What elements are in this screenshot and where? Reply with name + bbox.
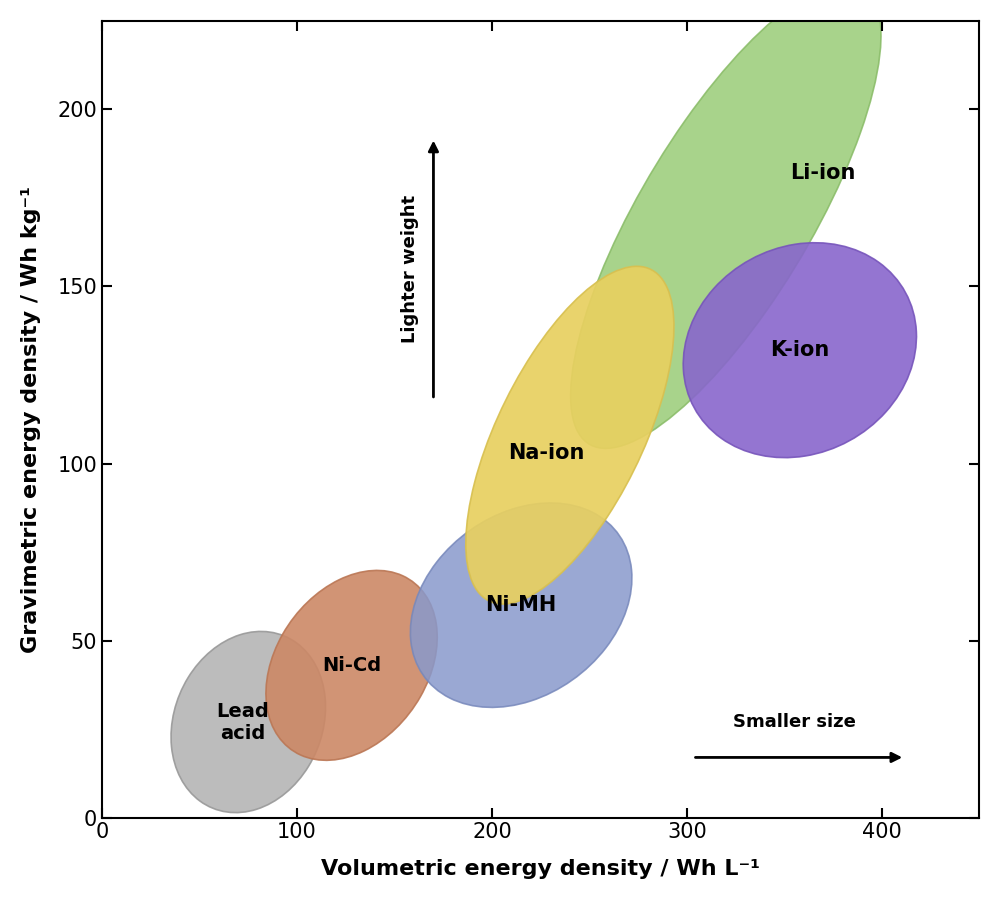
Text: Smaller size: Smaller size: [733, 713, 855, 731]
X-axis label: Volumetric energy density / Wh L⁻¹: Volumetric energy density / Wh L⁻¹: [321, 860, 760, 879]
Text: Ni-Cd: Ni-Cd: [322, 656, 381, 675]
Text: Ni-MH: Ni-MH: [486, 595, 557, 616]
Ellipse shape: [683, 243, 916, 457]
Text: Lighter weight: Lighter weight: [401, 194, 419, 343]
Ellipse shape: [466, 266, 674, 604]
Text: Li-ion: Li-ion: [791, 163, 856, 183]
Y-axis label: Gravimetric energy density / Wh kg⁻¹: Gravimetric energy density / Wh kg⁻¹: [21, 185, 41, 652]
Ellipse shape: [266, 571, 437, 760]
Ellipse shape: [571, 0, 881, 448]
Text: K-ion: K-ion: [770, 340, 829, 360]
Text: Lead
acid: Lead acid: [216, 701, 269, 742]
Text: Na-ion: Na-ion: [508, 443, 585, 463]
Ellipse shape: [171, 632, 326, 813]
Ellipse shape: [410, 503, 632, 707]
